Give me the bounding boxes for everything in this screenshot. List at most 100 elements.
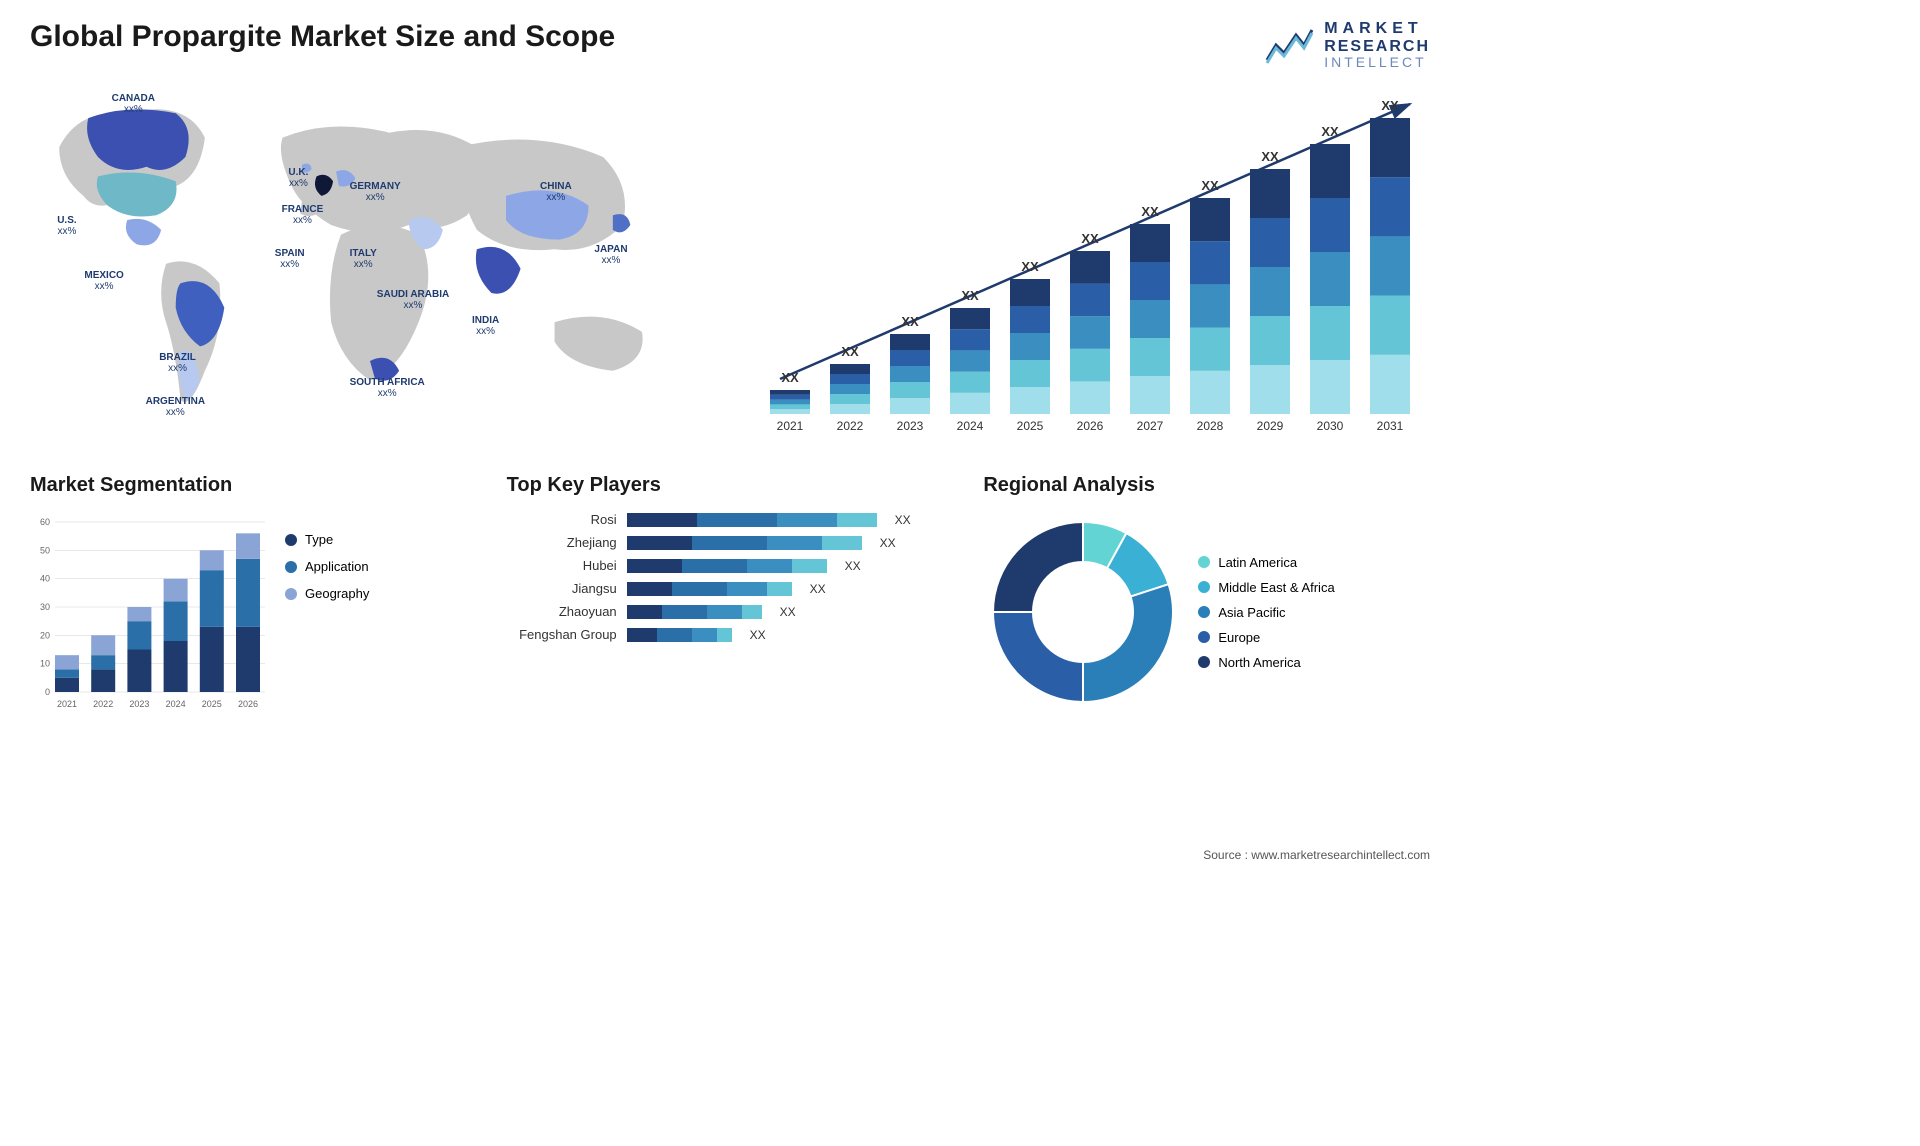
forecast-svg: 2021 XX 2022 XX 2023 XX 2024 XX 2025 XX 2026 XX 2027… xyxy=(750,74,1430,444)
legend-item: Geography xyxy=(285,586,369,601)
svg-text:2030: 2030 xyxy=(1317,419,1344,433)
logo-icon xyxy=(1264,25,1314,65)
svg-text:XX: XX xyxy=(1321,124,1339,139)
map-label: SAUDI ARABIAxx% xyxy=(377,289,449,311)
player-bar xyxy=(627,605,762,619)
players-list: RosiXXZhejiangXXHubeiXXJiangsuXXZhaoyuan… xyxy=(507,512,954,642)
svg-text:XX: XX xyxy=(1201,178,1219,193)
map-label: CHINAxx% xyxy=(540,181,572,203)
player-name: Rosi xyxy=(507,512,617,527)
world-map-panel: CANADAxx% U.S.xx% MEXICOxx% BRAZILxx% ARGENT… xyxy=(30,74,710,444)
player-value: XX xyxy=(750,628,766,642)
svg-text:2026: 2026 xyxy=(238,699,258,709)
svg-text:XX: XX xyxy=(1141,204,1159,219)
player-row: Rosi XX xyxy=(507,512,954,527)
player-row: Zhaoyuan XX xyxy=(507,604,954,619)
svg-text:20: 20 xyxy=(40,630,50,640)
player-bar xyxy=(627,559,827,573)
player-value: XX xyxy=(780,605,796,619)
svg-text:60: 60 xyxy=(40,517,50,527)
svg-text:2023: 2023 xyxy=(897,419,924,433)
legend-item: Type xyxy=(285,532,369,547)
svg-text:2025: 2025 xyxy=(1017,419,1044,433)
player-row: Zhejiang XX xyxy=(507,535,954,550)
svg-text:2022: 2022 xyxy=(837,419,864,433)
map-label: CANADAxx% xyxy=(112,93,155,115)
svg-text:XX: XX xyxy=(901,314,919,329)
svg-text:2024: 2024 xyxy=(166,699,186,709)
svg-text:50: 50 xyxy=(40,545,50,555)
legend-item: Latin America xyxy=(1198,555,1334,570)
svg-text:2026: 2026 xyxy=(1077,419,1104,433)
map-label: FRANCExx% xyxy=(282,204,324,226)
player-name: Fengshan Group xyxy=(507,627,617,642)
map-label: U.S.xx% xyxy=(57,215,76,237)
player-bar xyxy=(627,582,792,596)
player-name: Jiangsu xyxy=(507,581,617,596)
map-label: INDIAxx% xyxy=(472,315,499,337)
players-panel: Top Key Players RosiXXZhejiangXXHubeiXXJ… xyxy=(507,474,954,712)
player-row: Hubei XX xyxy=(507,558,954,573)
svg-text:2021: 2021 xyxy=(777,419,804,433)
segmentation-chart: 0 10 20 30 40 50 60 2021 2022 2023 2024 2025 2026 xyxy=(30,512,270,712)
legend-item: Asia Pacific xyxy=(1198,605,1334,620)
source-text: Source : www.marketresearchintellect.com xyxy=(1203,848,1430,862)
forecast-chart: 2021 XX 2022 XX 2023 XX 2024 XX 2025 XX 2026 XX 2027… xyxy=(750,74,1430,444)
map-label: GERMANYxx% xyxy=(350,181,401,203)
svg-text:2023: 2023 xyxy=(129,699,149,709)
svg-text:10: 10 xyxy=(40,659,50,669)
svg-text:XX: XX xyxy=(1021,259,1039,274)
svg-text:2031: 2031 xyxy=(1377,419,1404,433)
legend-item: Europe xyxy=(1198,630,1334,645)
players-heading: Top Key Players xyxy=(507,474,954,497)
regional-heading: Regional Analysis xyxy=(983,474,1430,497)
svg-text:2027: 2027 xyxy=(1137,419,1164,433)
legend-item: Application xyxy=(285,559,369,574)
regional-panel: Regional Analysis Latin America Middle Ea… xyxy=(983,474,1430,712)
player-value: XX xyxy=(880,536,896,550)
player-name: Hubei xyxy=(507,558,617,573)
player-bar xyxy=(627,628,732,642)
page-title: Global Propargite Market Size and Scope xyxy=(30,20,1430,54)
player-value: XX xyxy=(845,559,861,573)
svg-text:2028: 2028 xyxy=(1197,419,1224,433)
svg-text:XX: XX xyxy=(1081,231,1099,246)
svg-text:40: 40 xyxy=(40,574,50,584)
svg-text:30: 30 xyxy=(40,602,50,612)
player-bar xyxy=(627,536,862,550)
svg-text:0: 0 xyxy=(45,687,50,697)
player-value: XX xyxy=(810,582,826,596)
svg-text:XX: XX xyxy=(841,344,859,359)
segmentation-heading: Market Segmentation xyxy=(30,474,477,497)
map-label: ITALYxx% xyxy=(350,248,377,270)
svg-text:XX: XX xyxy=(781,370,799,385)
svg-text:2029: 2029 xyxy=(1257,419,1284,433)
player-row: Fengshan Group XX xyxy=(507,627,954,642)
brand-logo: MARKET RESEARCH INTELLECT xyxy=(1264,20,1430,71)
svg-text:XX: XX xyxy=(1381,98,1399,113)
map-label: BRAZILxx% xyxy=(159,352,196,374)
player-value: XX xyxy=(895,513,911,527)
svg-text:2022: 2022 xyxy=(93,699,113,709)
svg-text:2025: 2025 xyxy=(202,699,222,709)
svg-text:XX: XX xyxy=(1261,149,1279,164)
svg-text:XX: XX xyxy=(961,288,979,303)
map-label: SPAINxx% xyxy=(275,248,305,270)
svg-text:2024: 2024 xyxy=(957,419,984,433)
segmentation-panel: Market Segmentation 0 10 20 30 40 50 60 2021 202… xyxy=(30,474,477,712)
player-bar xyxy=(627,513,877,527)
player-name: Zhejiang xyxy=(507,535,617,550)
svg-text:2021: 2021 xyxy=(57,699,77,709)
map-label: JAPANxx% xyxy=(594,244,627,266)
regional-donut xyxy=(983,512,1183,712)
player-row: Jiangsu XX xyxy=(507,581,954,596)
regional-legend: Latin America Middle East & Africa Asia Pa… xyxy=(1198,555,1334,670)
segmentation-legend: Type Application Geography xyxy=(285,532,369,712)
logo-l2: RESEARCH xyxy=(1324,38,1430,56)
map-label: ARGENTINAxx% xyxy=(146,396,205,418)
map-label: MEXICOxx% xyxy=(84,270,123,292)
player-name: Zhaoyuan xyxy=(507,604,617,619)
map-label: U.K.xx% xyxy=(288,167,308,189)
legend-item: Middle East & Africa xyxy=(1198,580,1334,595)
map-label: SOUTH AFRICAxx% xyxy=(350,377,425,399)
